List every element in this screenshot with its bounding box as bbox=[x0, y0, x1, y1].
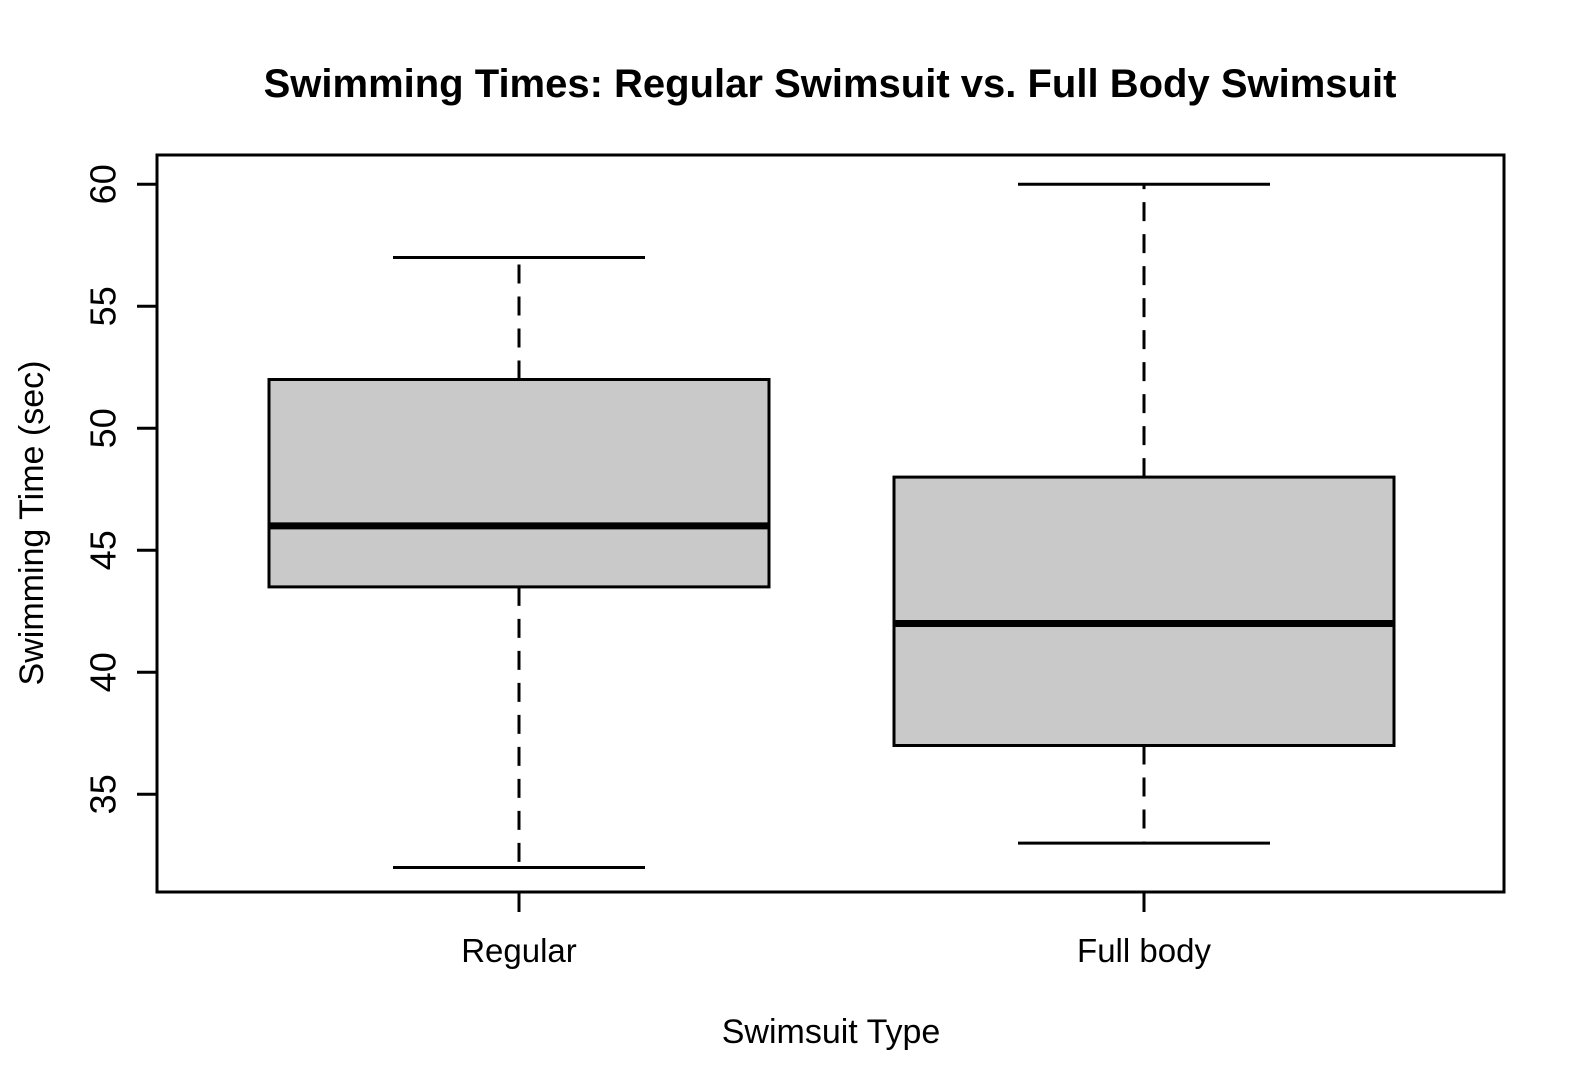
axes-ticks-layer: 35 40 45 50 55 60 Regular Full body bbox=[83, 164, 1212, 969]
y-tick-label: 45 bbox=[83, 530, 124, 570]
y-tick-label: 50 bbox=[83, 408, 124, 448]
y-tick-label: 40 bbox=[83, 652, 124, 692]
x-axis-label: Swimsuit Type bbox=[722, 1013, 941, 1051]
y-tick-label: 35 bbox=[83, 774, 124, 814]
boxplot-box bbox=[892, 475, 1396, 747]
y-axis-label: Swimming Time (sec) bbox=[13, 361, 51, 686]
x-tick-label: Regular bbox=[461, 932, 577, 969]
plot-border bbox=[155, 153, 1506, 894]
boxes-layer bbox=[267, 182, 1396, 869]
y-tick-label: 55 bbox=[83, 286, 124, 326]
boxplot-box bbox=[267, 378, 771, 589]
y-tick-label: 60 bbox=[83, 164, 124, 204]
x-tick-label: Full body bbox=[1077, 932, 1211, 969]
chart-title: Swimming Times: Regular Swimsuit vs. Ful… bbox=[264, 62, 1397, 106]
